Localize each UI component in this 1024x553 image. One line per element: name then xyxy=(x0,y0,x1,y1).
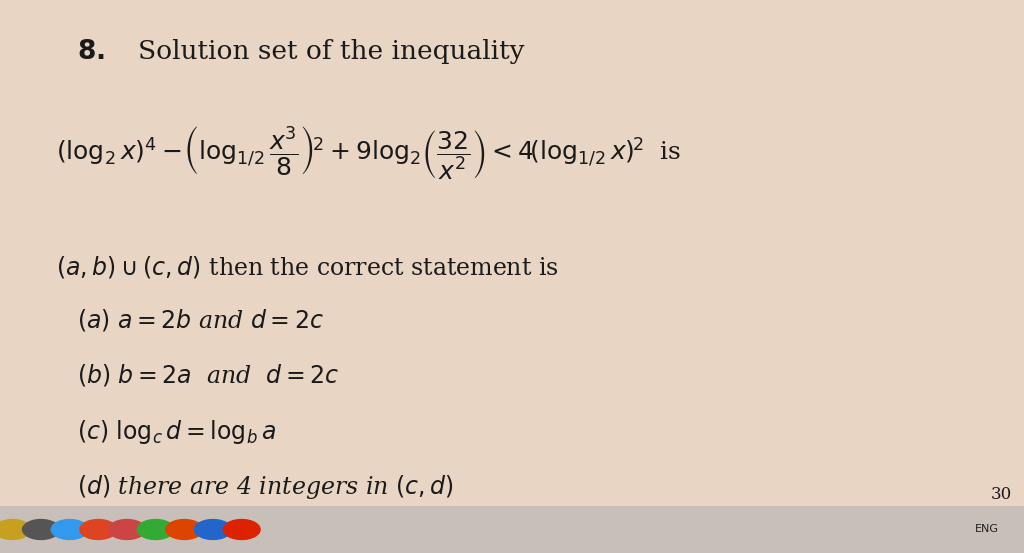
Text: $\mathbf{8.}$: $\mathbf{8.}$ xyxy=(77,39,104,64)
Bar xyxy=(0,506,1024,553)
Circle shape xyxy=(166,520,203,540)
Circle shape xyxy=(109,520,145,540)
Text: Solution set of the inequality: Solution set of the inequality xyxy=(138,39,524,64)
Text: $(b)$ $b = 2a$  and  $d = 2c$: $(b)$ $b = 2a$ and $d = 2c$ xyxy=(77,362,339,388)
Circle shape xyxy=(0,520,31,540)
Circle shape xyxy=(80,520,117,540)
Text: $(c)$ $\log_c d = \log_b a$: $(c)$ $\log_c d = \log_b a$ xyxy=(77,418,275,446)
Text: $(a)$ $a = 2b$ and $d = 2c$: $(a)$ $a = 2b$ and $d = 2c$ xyxy=(77,307,324,333)
Text: ENG: ENG xyxy=(975,524,998,535)
Circle shape xyxy=(137,520,174,540)
Text: $(a, b) \cup (c, d)$ then the correct statement is: $(a, b) \cup (c, d)$ then the correct st… xyxy=(56,254,559,280)
Text: $(\log_2 x)^4 - \!\left(\log_{1/2}\dfrac{x^3}{8}\right)^{\!2}+ 9\log_2\!\left(\d: $(\log_2 x)^4 - \!\left(\log_{1/2}\dfrac… xyxy=(56,124,682,182)
Circle shape xyxy=(195,520,231,540)
Text: $(d)$ there are 4 integers in $(c, d)$: $(d)$ there are 4 integers in $(c, d)$ xyxy=(77,473,454,501)
Circle shape xyxy=(23,520,59,540)
Text: 30: 30 xyxy=(990,486,1012,503)
Circle shape xyxy=(51,520,88,540)
Circle shape xyxy=(223,520,260,540)
